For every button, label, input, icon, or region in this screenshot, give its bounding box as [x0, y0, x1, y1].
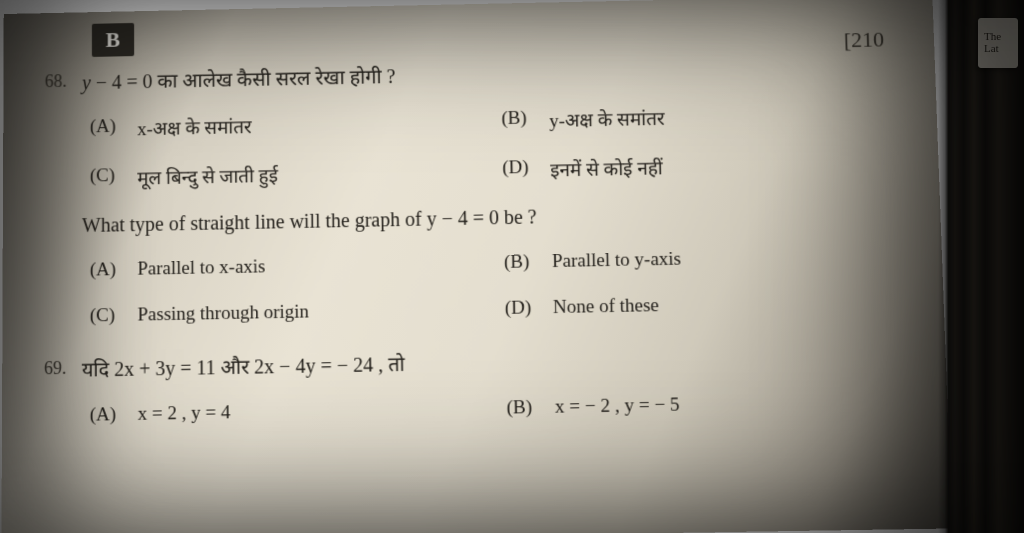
option-d-hi: (D) इनमें से कोई नहीं [502, 150, 899, 184]
option-label: (B) [506, 397, 537, 420]
question-number: 68. [45, 71, 67, 92]
option-label: (B) [501, 108, 531, 134]
options-hindi: (A) x-अक्ष के समांतर (B) y-अक्ष के समांत… [82, 100, 899, 191]
option-text: Parallel to y-axis [552, 249, 682, 273]
stub-text: Lat [984, 43, 999, 55]
option-a-en: (A) Parallel to x-axis [90, 252, 484, 281]
option-text: y-अक्ष के समांतर [549, 105, 665, 133]
page-reference: [210 [843, 27, 884, 53]
option-label: (A) [90, 259, 120, 281]
option-text: इनमें से कोई नहीं [550, 155, 663, 183]
option-label: (C) [90, 305, 120, 327]
option-c-en: (C) Passing through origin [90, 298, 485, 327]
question-text-hindi: y − 4 = 0 का आलेख कैसी सरल रेखा होगी ? [82, 52, 895, 95]
options-english: (A) Parallel to x-axis (B) Parallel to y… [82, 245, 904, 328]
option-text: Passing through origin [138, 301, 310, 326]
stub-text: The [984, 31, 1001, 43]
option-text: Parallel to x-axis [137, 256, 265, 280]
question-number: 69. [44, 358, 66, 379]
option-label: (D) [505, 297, 535, 320]
option-c-hi: (C) मूल बिन्दु से जाती हुई [90, 158, 483, 191]
question-text-english: What type of straight line will the grap… [82, 200, 901, 238]
option-b: (B) x = − 2 , y = − 5 [506, 391, 907, 420]
book-edge: The Lat [938, 0, 1024, 533]
option-text: मूल बिन्दु से जाती हुई [137, 162, 278, 190]
option-label: (A) [90, 116, 120, 142]
adjacent-page-stub: The Lat [978, 18, 1018, 68]
question-69: 69. यदि 2x + 3y = 11 और 2x − 4y = − 24 ,… [82, 341, 907, 427]
option-label: (B) [504, 251, 534, 274]
option-b-hi: (B) y-अक्ष के समांतर [501, 100, 897, 134]
exam-page: B [210 68. y − 4 = 0 का आलेख कैसी सरल रे… [1, 0, 952, 533]
option-a: (A) x = 2 , y = 4 [90, 398, 487, 427]
section-badge: B [92, 23, 134, 57]
option-text: None of these [553, 295, 659, 319]
options: (A) x = 2 , y = 4 (B) x = − 2 , y = − 5 [82, 391, 907, 427]
option-d-en: (D) None of these [505, 291, 904, 320]
question-68: 68. y − 4 = 0 का आलेख कैसी सरल रेखा होगी… [82, 52, 904, 327]
option-label: (C) [90, 165, 120, 191]
option-a-hi: (A) x-अक्ष के समांतर [90, 109, 482, 142]
option-label: (D) [502, 157, 532, 183]
option-text: x-अक्ष के समांतर [137, 113, 251, 141]
option-label: (A) [90, 404, 120, 427]
option-text: x = − 2 , y = − 5 [555, 394, 680, 418]
option-b-en: (B) Parallel to y-axis [504, 245, 902, 274]
option-text: x = 2 , y = 4 [138, 402, 231, 426]
question-text-hindi: यदि 2x + 3y = 11 और 2x − 4y = − 24 , तो [82, 341, 906, 383]
